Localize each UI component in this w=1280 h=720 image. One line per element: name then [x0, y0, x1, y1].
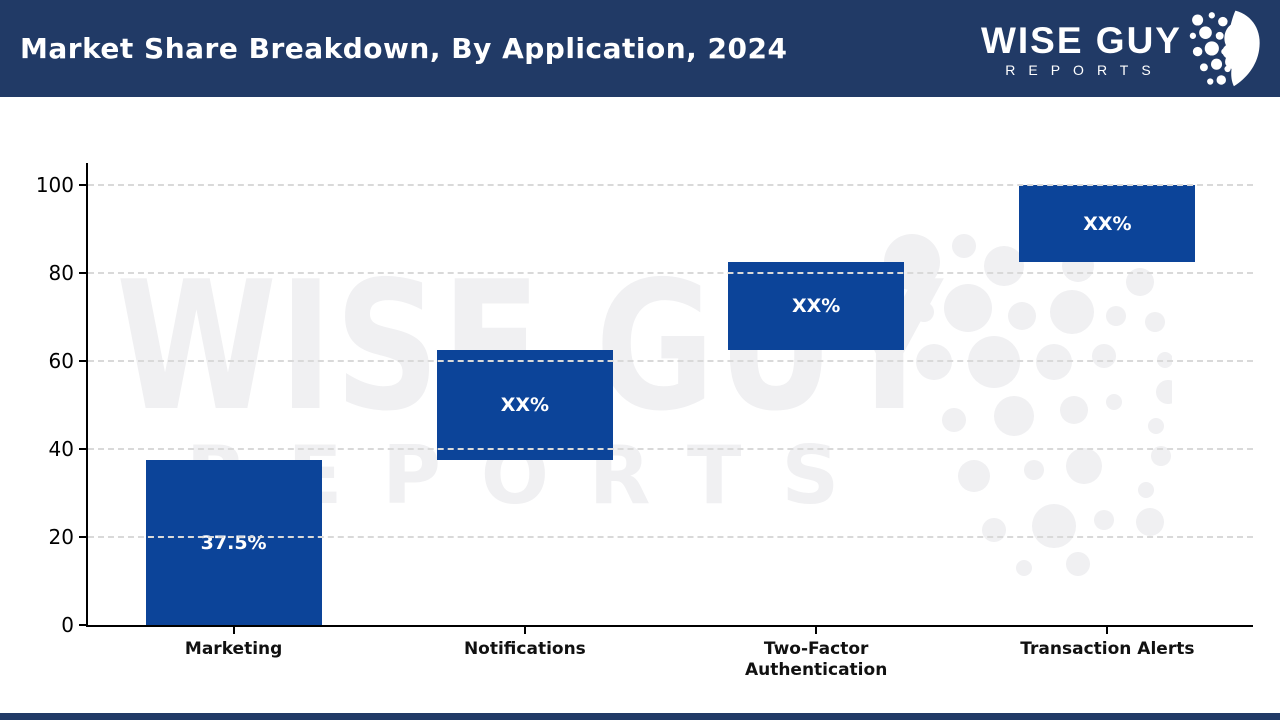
x-tick-3 — [1106, 627, 1109, 634]
y-tick-label-40: 40 — [48, 437, 74, 461]
gridline-20 — [88, 536, 1253, 538]
gridline-40 — [88, 448, 1253, 450]
x-axis-line — [86, 625, 1253, 627]
logo-wordmark: WISE GUY — [980, 19, 1182, 61]
bar-notifications — [436, 350, 613, 460]
footer-bar — [0, 713, 1280, 720]
gridline-80 — [88, 272, 1253, 274]
x-tick-label-2: Two-Factor Authentication — [744, 639, 888, 681]
logo-text: WISE GUY REPORTS — [980, 19, 1182, 79]
wise-guy-logo: WISE GUY REPORTS — [981, 8, 1266, 92]
y-tick-60 — [79, 360, 86, 362]
y-tick-20 — [79, 536, 86, 538]
y-tick-80 — [79, 272, 86, 274]
bar-value-label: 37.5% — [200, 531, 267, 554]
y-tick-40 — [79, 448, 86, 450]
y-tick-label-60: 60 — [48, 349, 74, 373]
x-tick-label-0: Marketing — [184, 639, 283, 659]
bar-transaction-alerts — [1019, 185, 1196, 262]
y-axis-line — [86, 163, 88, 627]
bar-value-label: XX% — [500, 394, 550, 416]
y-tick-label-0: 0 — [61, 613, 74, 637]
x-tick-2 — [815, 627, 818, 634]
gridline-60 — [88, 360, 1253, 362]
x-tick-label-3: Transaction Alerts — [1020, 639, 1195, 659]
bar-value-label: XX% — [1083, 212, 1132, 235]
x-tick-0 — [232, 627, 235, 634]
x-tick-label-1: Notifications — [463, 639, 586, 659]
watermark-face-icon — [884, 232, 1172, 576]
bar-two-factor-authentication — [728, 262, 905, 350]
y-tick-label-100: 100 — [35, 173, 74, 197]
logo-subtitle: REPORTS — [1005, 62, 1164, 79]
x-tick-1 — [523, 627, 526, 634]
y-tick-label-80: 80 — [48, 261, 74, 285]
header-bar: Market Share Breakdown, By Application, … — [0, 0, 1280, 97]
y-tick-100 — [79, 184, 86, 186]
bar-marketing — [145, 460, 322, 625]
gridline-100 — [88, 184, 1253, 186]
page-title: Market Share Breakdown, By Application, … — [20, 32, 788, 65]
y-tick-0 — [79, 624, 86, 626]
logo-face-icon — [1189, 10, 1260, 87]
bar-value-label: XX% — [791, 295, 841, 317]
y-tick-label-20: 20 — [48, 525, 74, 549]
